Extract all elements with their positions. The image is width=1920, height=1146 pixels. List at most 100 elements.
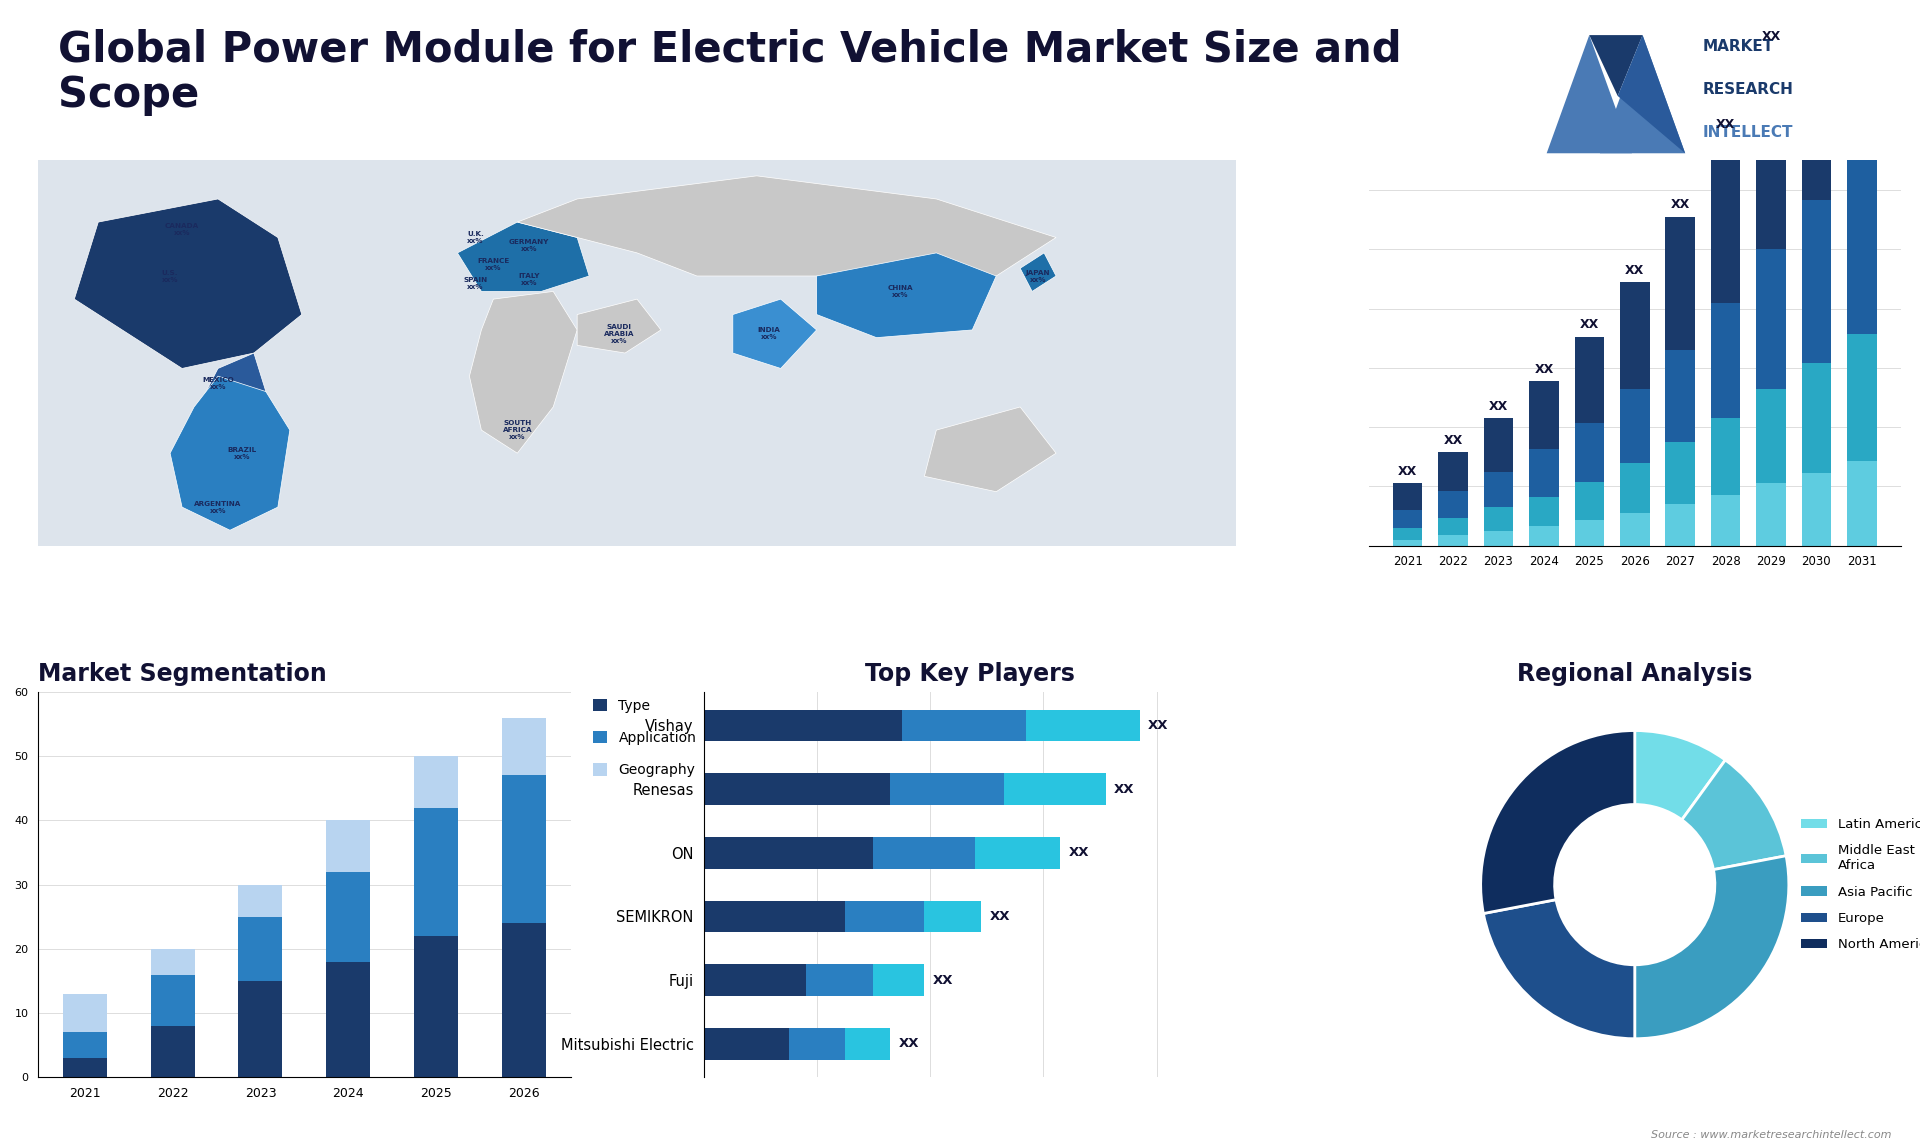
Text: CANADA
xx%: CANADA xx% — [165, 223, 200, 236]
Bar — [1620, 463, 1649, 513]
Bar — [1757, 388, 1786, 484]
Wedge shape — [1480, 730, 1634, 913]
Text: Global Power Module for Electric Vehicle Market Size and: Global Power Module for Electric Vehicle… — [58, 29, 1402, 71]
Bar — [1665, 504, 1695, 545]
Bar — [1438, 453, 1467, 490]
Bar — [924, 901, 981, 933]
Bar — [975, 837, 1060, 869]
Text: U.K.
xx%: U.K. xx% — [467, 231, 484, 244]
Bar — [1484, 508, 1513, 531]
Bar — [238, 885, 282, 917]
Text: XX: XX — [1488, 400, 1507, 413]
Bar — [1711, 303, 1740, 418]
Text: XX: XX — [1670, 198, 1690, 211]
Text: JAPAN
xx%: JAPAN xx% — [1025, 269, 1050, 283]
Text: INTELLECT: INTELLECT — [1703, 125, 1793, 140]
Text: XX: XX — [933, 974, 954, 987]
Text: XX: XX — [1716, 118, 1736, 132]
Polygon shape — [205, 353, 265, 407]
Polygon shape — [733, 299, 816, 369]
Legend: Latin America, Middle East &
Africa, Asia Pacific, Europe, North America: Latin America, Middle East & Africa, Asi… — [1795, 813, 1920, 956]
Text: GERMANY
xx%: GERMANY xx% — [509, 238, 549, 252]
Bar — [1847, 0, 1876, 141]
Polygon shape — [1599, 36, 1686, 154]
Text: FRANCE
xx%: FRANCE xx% — [478, 258, 509, 270]
Bar — [1665, 350, 1695, 442]
Text: Market Segmentation: Market Segmentation — [38, 662, 326, 686]
Polygon shape — [75, 199, 301, 369]
Bar — [703, 964, 806, 996]
Text: SAUDI
ARABIA
xx%: SAUDI ARABIA xx% — [603, 324, 634, 344]
Text: Source : www.marketresearchintellect.com: Source : www.marketresearchintellect.com — [1651, 1130, 1891, 1140]
Polygon shape — [516, 175, 1056, 276]
Wedge shape — [1634, 856, 1789, 1038]
Text: MEXICO
xx%: MEXICO xx% — [202, 377, 234, 391]
Bar — [703, 901, 845, 933]
Bar — [703, 1028, 789, 1060]
Bar — [1528, 449, 1559, 496]
Bar — [789, 1028, 845, 1060]
Bar — [150, 1026, 194, 1077]
Bar — [1484, 418, 1513, 471]
Bar — [415, 936, 459, 1077]
Text: RESEARCH: RESEARCH — [1703, 81, 1793, 96]
Bar — [1711, 136, 1740, 303]
Title: Regional Analysis: Regional Analysis — [1517, 662, 1753, 686]
Bar — [63, 994, 108, 1033]
Bar — [326, 961, 371, 1077]
Bar — [1392, 528, 1423, 540]
Text: U.S.
xx%: U.S. xx% — [161, 269, 179, 283]
Bar — [326, 872, 371, 961]
Text: INDIA
xx%: INDIA xx% — [756, 328, 780, 340]
Title: Top Key Players: Top Key Players — [864, 662, 1075, 686]
Bar — [415, 756, 459, 808]
Bar — [150, 949, 194, 974]
Bar — [1757, 484, 1786, 545]
Bar — [1847, 141, 1876, 333]
Bar — [1620, 282, 1649, 388]
Text: XX: XX — [1624, 264, 1644, 276]
Bar — [1711, 495, 1740, 545]
Bar — [1392, 540, 1423, 545]
Bar — [891, 774, 1004, 804]
Bar — [1757, 250, 1786, 388]
Polygon shape — [1020, 253, 1056, 291]
Polygon shape — [816, 253, 996, 338]
Bar — [703, 837, 874, 869]
Bar — [874, 964, 924, 996]
Bar — [1711, 418, 1740, 495]
Bar — [1620, 388, 1649, 463]
Bar — [845, 1028, 891, 1060]
Bar — [150, 974, 194, 1026]
Bar — [1438, 535, 1467, 545]
Bar — [238, 917, 282, 981]
Bar — [1484, 471, 1513, 508]
Bar — [806, 964, 874, 996]
Text: XX: XX — [1148, 719, 1169, 732]
Legend: Type, Application, Geography: Type, Application, Geography — [593, 699, 697, 777]
Bar — [1392, 510, 1423, 528]
Text: Scope: Scope — [58, 74, 200, 117]
Bar — [1665, 217, 1695, 350]
Text: XX: XX — [1534, 363, 1553, 376]
Bar — [63, 1058, 108, 1077]
Bar — [1574, 520, 1603, 545]
Wedge shape — [1484, 900, 1634, 1038]
Bar — [1801, 473, 1832, 545]
Bar — [1574, 423, 1603, 482]
Bar — [326, 821, 371, 872]
Polygon shape — [468, 291, 578, 453]
Polygon shape — [171, 376, 290, 531]
FancyBboxPatch shape — [38, 160, 1236, 545]
Text: SPAIN
xx%: SPAIN xx% — [463, 277, 488, 290]
Bar — [1004, 774, 1106, 804]
Bar — [1027, 709, 1140, 741]
Bar — [1574, 337, 1603, 423]
Bar — [1528, 526, 1559, 545]
Bar — [703, 709, 902, 741]
Bar — [1438, 490, 1467, 518]
Bar — [1528, 496, 1559, 526]
Bar — [1528, 382, 1559, 449]
Polygon shape — [578, 299, 660, 353]
Bar — [1484, 531, 1513, 545]
